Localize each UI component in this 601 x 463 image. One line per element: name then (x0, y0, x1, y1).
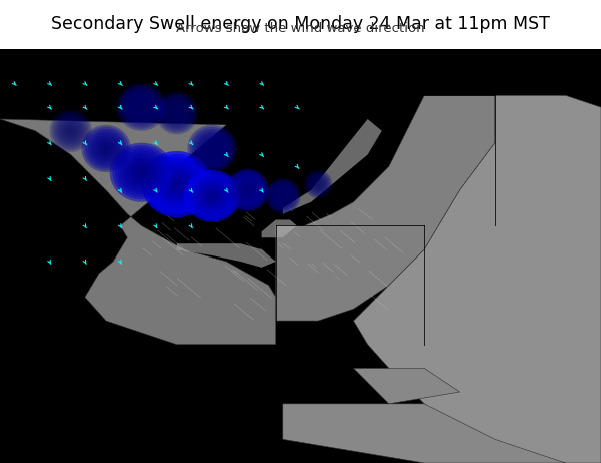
Text: Arrows show the wind wave direction: Arrows show the wind wave direction (176, 22, 425, 35)
Text: Secondary Swell energy on Monday 24 Mar at 11pm MST: Secondary Swell energy on Monday 24 Mar … (51, 15, 550, 33)
